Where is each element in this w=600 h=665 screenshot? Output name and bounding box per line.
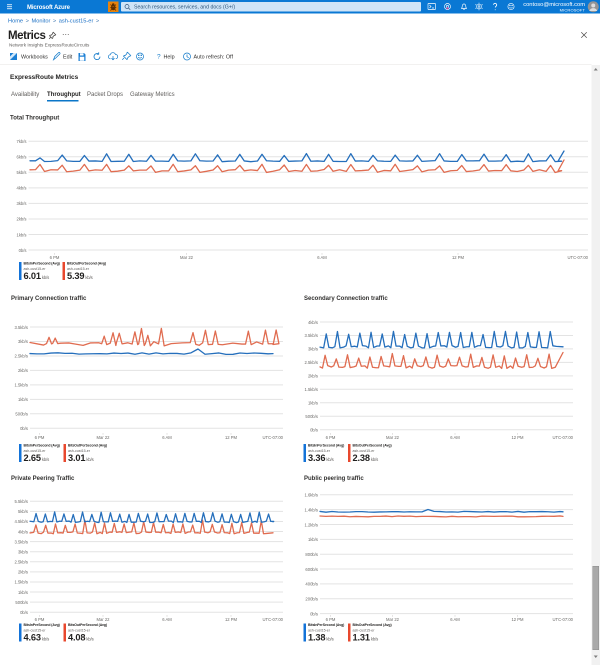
svg-text:4kb/s: 4kb/s bbox=[16, 186, 26, 191]
svg-text:6 PM: 6 PM bbox=[326, 617, 336, 622]
svg-text:4kb/s: 4kb/s bbox=[308, 320, 318, 325]
svg-text:0b/s: 0b/s bbox=[20, 426, 28, 431]
svg-text:1.6kb/s: 1.6kb/s bbox=[304, 493, 318, 498]
svg-text:6 AM: 6 AM bbox=[450, 617, 460, 622]
svg-text:2.5kb/s: 2.5kb/s bbox=[304, 360, 318, 365]
svg-text:1kb/s: 1kb/s bbox=[308, 537, 318, 542]
svg-text:?: ? bbox=[157, 54, 161, 61]
svg-text:Mar 22: Mar 22 bbox=[96, 435, 110, 440]
svg-text:Auto refresh: Off: Auto refresh: Off bbox=[194, 55, 234, 61]
svg-text:6 PM: 6 PM bbox=[50, 255, 60, 260]
svg-text:0b/s: 0b/s bbox=[310, 427, 318, 432]
svg-text:500b/s: 500b/s bbox=[305, 414, 318, 419]
svg-text:Workbooks: Workbooks bbox=[21, 55, 48, 61]
svg-text:500b/s: 500b/s bbox=[15, 412, 28, 417]
svg-text:Microsoft Azure: Microsoft Azure bbox=[27, 5, 71, 11]
svg-text:6kb/s: 6kb/s bbox=[16, 155, 26, 160]
svg-text:UTC-07:00: UTC-07:00 bbox=[568, 255, 589, 260]
svg-text:3kb/s: 3kb/s bbox=[16, 201, 26, 206]
svg-text:4kb/s: 4kb/s bbox=[18, 529, 28, 534]
svg-text:UTC-07:00: UTC-07:00 bbox=[263, 435, 284, 440]
svg-text:2kb/s: 2kb/s bbox=[308, 374, 318, 379]
svg-text:800b/s: 800b/s bbox=[305, 552, 318, 557]
svg-text:6 AM: 6 AM bbox=[317, 255, 327, 260]
svg-text:1.2kb/s: 1.2kb/s bbox=[304, 522, 318, 527]
svg-text:Mar 22: Mar 22 bbox=[96, 617, 110, 622]
svg-text:1.5kb/s: 1.5kb/s bbox=[304, 387, 318, 392]
svg-text:6 AM: 6 AM bbox=[162, 617, 172, 622]
svg-text:1kb/s: 1kb/s bbox=[18, 590, 28, 595]
svg-text:2kb/s: 2kb/s bbox=[16, 217, 26, 222]
svg-text:6 AM: 6 AM bbox=[450, 435, 460, 440]
svg-text:6 PM: 6 PM bbox=[326, 435, 336, 440]
svg-text:Mar 22: Mar 22 bbox=[180, 255, 194, 260]
svg-text:6 AM: 6 AM bbox=[162, 435, 172, 440]
svg-text:UTC-07:00: UTC-07:00 bbox=[553, 435, 574, 440]
svg-text:0b/s: 0b/s bbox=[20, 610, 28, 615]
svg-text:1kb/s: 1kb/s bbox=[308, 401, 318, 406]
svg-text:4.5kb/s: 4.5kb/s bbox=[14, 519, 28, 524]
svg-text:1.5kb/s: 1.5kb/s bbox=[14, 383, 28, 388]
svg-text:UTC-07:00: UTC-07:00 bbox=[263, 617, 284, 622]
svg-text:UTC-07:00: UTC-07:00 bbox=[553, 617, 574, 622]
svg-text:7kb/s: 7kb/s bbox=[16, 139, 26, 144]
svg-text:3kb/s: 3kb/s bbox=[18, 549, 28, 554]
svg-text:12 PM: 12 PM bbox=[225, 435, 238, 440]
svg-text:12 PM: 12 PM bbox=[511, 435, 524, 440]
svg-text:2kb/s: 2kb/s bbox=[18, 570, 28, 575]
svg-text:0b/s: 0b/s bbox=[19, 248, 27, 253]
svg-text:6 PM: 6 PM bbox=[35, 435, 45, 440]
svg-text:0b/s: 0b/s bbox=[310, 611, 318, 616]
svg-text:3kb/s: 3kb/s bbox=[18, 339, 28, 344]
svg-text:3.5kb/s: 3.5kb/s bbox=[304, 333, 318, 338]
svg-text:600b/s: 600b/s bbox=[305, 567, 318, 572]
svg-text:3kb/s: 3kb/s bbox=[308, 347, 318, 352]
svg-text:2.5kb/s: 2.5kb/s bbox=[14, 560, 28, 565]
svg-text:5.5kb/s: 5.5kb/s bbox=[14, 499, 28, 504]
svg-text:500b/s: 500b/s bbox=[15, 600, 28, 605]
svg-text:1.5kb/s: 1.5kb/s bbox=[14, 580, 28, 585]
svg-text:3.5kb/s: 3.5kb/s bbox=[14, 325, 28, 330]
svg-text:12 PM: 12 PM bbox=[511, 617, 524, 622]
svg-text:5kb/s: 5kb/s bbox=[16, 170, 26, 175]
svg-text:2.5kb/s: 2.5kb/s bbox=[14, 354, 28, 359]
svg-text:1kb/s: 1kb/s bbox=[16, 232, 26, 237]
svg-text:12 PM: 12 PM bbox=[452, 255, 465, 260]
svg-text:400b/s: 400b/s bbox=[305, 582, 318, 587]
svg-text:Mar 22: Mar 22 bbox=[386, 435, 400, 440]
svg-text:Edit: Edit bbox=[63, 55, 73, 61]
svg-text:1.4kb/s: 1.4kb/s bbox=[304, 507, 318, 512]
svg-text:1kb/s: 1kb/s bbox=[18, 397, 28, 402]
svg-text:5kb/s: 5kb/s bbox=[18, 509, 28, 514]
svg-text:2kb/s: 2kb/s bbox=[18, 368, 28, 373]
svg-text:200b/s: 200b/s bbox=[305, 597, 318, 602]
svg-text:3.5kb/s: 3.5kb/s bbox=[14, 539, 28, 544]
svg-text:Mar 22: Mar 22 bbox=[386, 617, 400, 622]
svg-text:12 PM: 12 PM bbox=[225, 617, 238, 622]
svg-text:Help: Help bbox=[164, 55, 175, 61]
svg-text:6 PM: 6 PM bbox=[35, 617, 45, 622]
